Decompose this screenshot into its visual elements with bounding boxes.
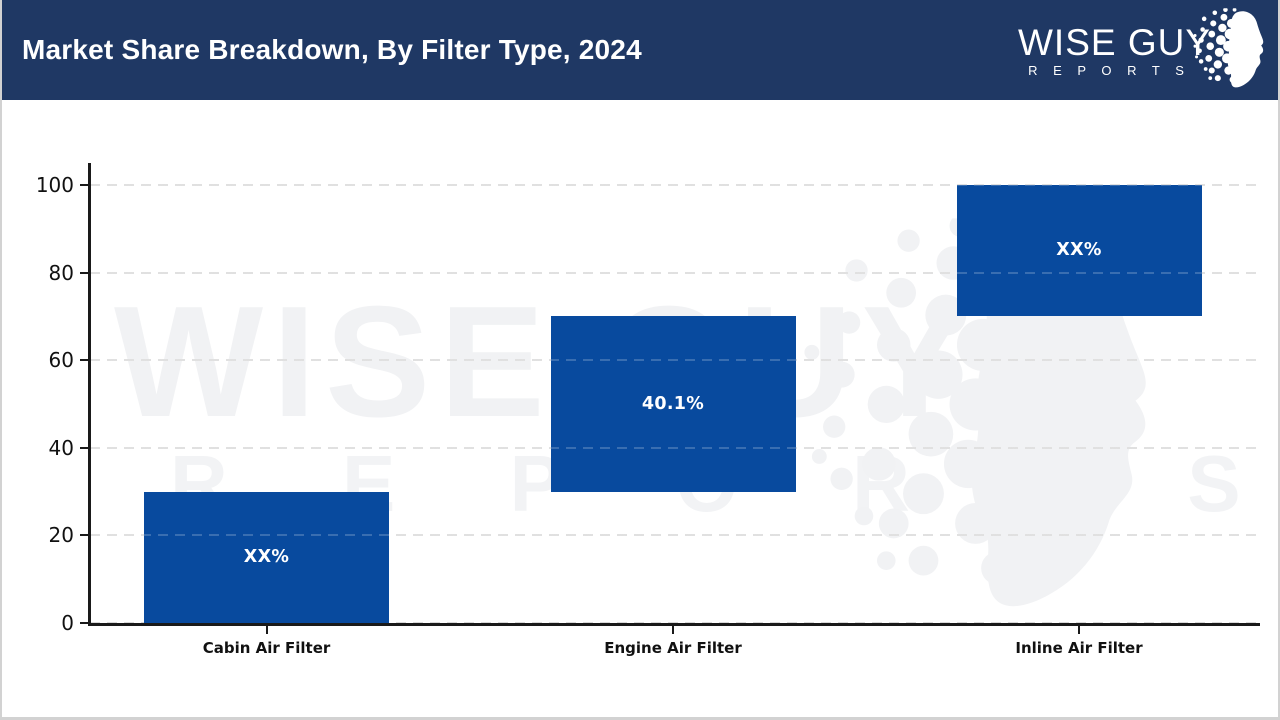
gridline-overlay — [90, 359, 1260, 362]
y-tick-label: 40 — [48, 435, 74, 460]
gridline — [90, 183, 1260, 186]
logo-subtitle: R E P O R T S — [1028, 63, 1190, 78]
wise-guy-logo: WISE GUY R E P O R T S — [1018, 6, 1268, 94]
y-axis-tick — [80, 534, 89, 537]
page-title: Market Share Breakdown, By Filter Type, … — [22, 34, 642, 65]
x-category-label: Engine Air Filter — [604, 639, 742, 657]
x-category-label: Cabin Air Filter — [202, 639, 331, 657]
y-tick-label: 100 — [35, 172, 74, 197]
y-tick-label: 80 — [48, 260, 74, 285]
bar-cabin-air-filter: XX% — [144, 491, 389, 623]
y-axis-tick — [80, 622, 89, 624]
bar-value-label: XX% — [243, 547, 290, 568]
x-axis-tick — [265, 626, 268, 634]
logo-text: WISE GUY R E P O R T S — [1018, 22, 1212, 80]
gridline-overlay — [90, 446, 1260, 449]
y-axis-line — [88, 163, 91, 626]
bar-engine-air-filter: 40.1% — [550, 315, 796, 492]
bar-inline-air-filter: XX% — [956, 184, 1202, 316]
y-axis-tick — [80, 359, 89, 362]
y-tick-label: 60 — [48, 348, 74, 373]
bar-value-label: XX% — [1056, 240, 1102, 261]
y-axis-tick — [80, 271, 89, 274]
x-category-label: Inline Air Filter — [1015, 639, 1143, 657]
dot-face-icon — [1192, 8, 1268, 92]
bar-value-label: 40.1% — [641, 393, 705, 414]
logo-wordmark: WISE GUY — [1018, 22, 1212, 63]
chart-plot-area: 0 20 40 60 80 100 XX% 40.1% XX% Cabin Air Filter E… — [36, 163, 1260, 657]
gridline — [90, 534, 1260, 537]
x-axis-tick — [672, 626, 674, 634]
y-axis-tick — [80, 446, 89, 449]
x-axis-line — [88, 623, 1260, 626]
y-axis-tick — [80, 183, 89, 186]
y-tick-label: 20 — [48, 523, 74, 548]
gridline — [90, 271, 1260, 274]
gridline-overlay — [90, 183, 1260, 186]
gridline-overlay — [90, 534, 1260, 537]
gridline-overlay — [90, 271, 1260, 274]
y-tick-label: 0 — [61, 611, 74, 635]
x-axis-tick — [1078, 626, 1080, 634]
header: Market Share Breakdown, By Filter Type, … — [2, 0, 1278, 100]
